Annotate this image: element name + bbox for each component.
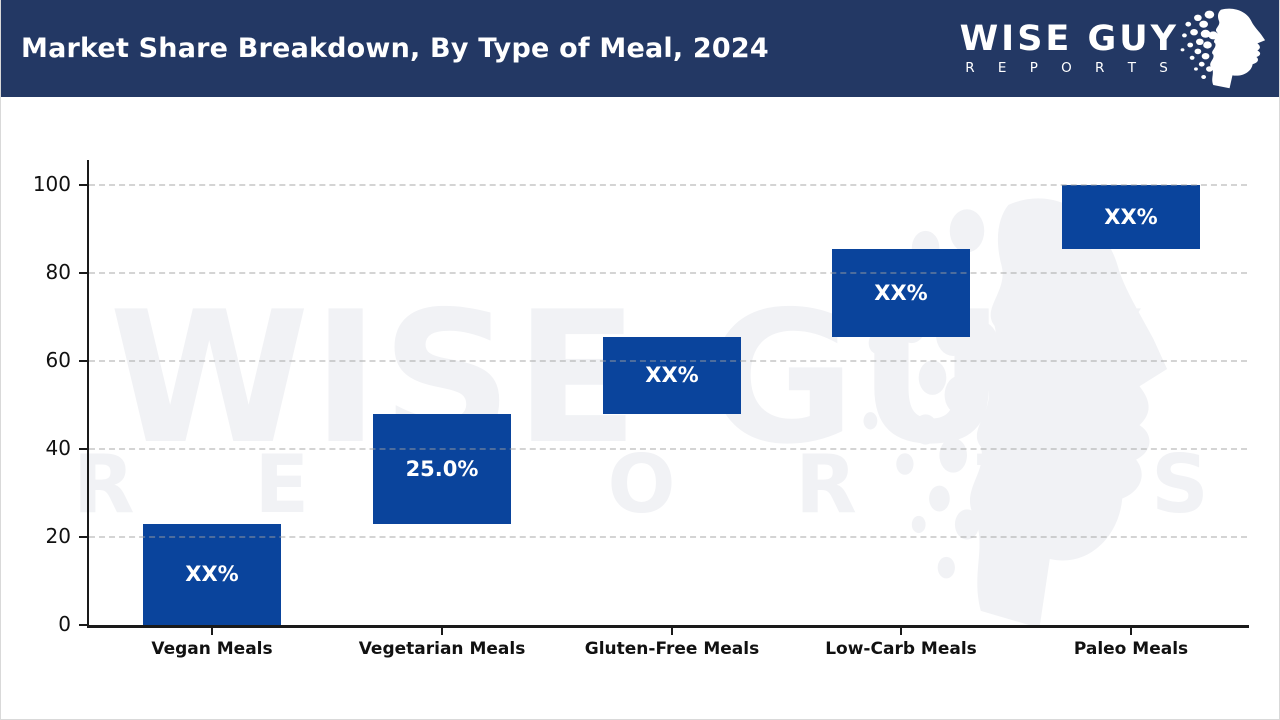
y-tick-mark xyxy=(79,360,87,362)
x-tick-mark xyxy=(211,628,213,635)
bar-segment: XX% xyxy=(832,248,970,337)
y-tick-label: 80 xyxy=(45,260,71,284)
header: Market Share Breakdown, By Type of Meal,… xyxy=(1,0,1279,97)
bar-value-label: XX% xyxy=(645,363,699,388)
y-tick-mark xyxy=(79,272,87,274)
x-category-label: Vegetarian Meals xyxy=(358,639,526,659)
bar-value-label: XX% xyxy=(874,280,928,305)
brand-subtitle: R E P O R T S xyxy=(965,59,1178,76)
brand-logo-text: WISE GUY R E P O R T S xyxy=(959,18,1179,76)
x-axis-spine xyxy=(87,625,1249,628)
y-tick-label: 20 xyxy=(45,524,71,548)
bar-value-label: XX% xyxy=(1104,204,1158,229)
y-axis-spine xyxy=(87,160,89,627)
x-category-label: Low-Carb Meals xyxy=(825,639,977,659)
bar-segment: XX% xyxy=(1062,185,1200,249)
bar-segment: 25.0% xyxy=(373,413,511,524)
y-tick-label: 0 xyxy=(58,612,71,636)
brand-name: WISE GUY xyxy=(959,18,1179,59)
gridline xyxy=(89,184,1247,186)
x-category-label: Gluten-Free Meals xyxy=(584,639,760,659)
gridline xyxy=(89,536,1247,538)
x-tick-mark xyxy=(900,628,902,635)
plot-area: 0 20 40 60 80 100 XX% 25.0% XX% XX% XX% Vegan Meals… xyxy=(1,97,1279,719)
gridline xyxy=(89,360,1247,362)
y-tick-mark xyxy=(79,536,87,538)
bar-segment: XX% xyxy=(603,336,741,414)
y-tick-label: 40 xyxy=(45,436,71,460)
y-tick-mark xyxy=(79,448,87,450)
brand-logo: WISE GUY R E P O R T S xyxy=(960,5,1267,93)
x-tick-mark xyxy=(1130,628,1132,635)
y-tick-label: 100 xyxy=(32,172,71,196)
chart-area: WISE GUY R E P O R T S 0 20 40 60 80 100 XX% 25… xyxy=(1,97,1279,719)
x-category-label: Vegan Meals xyxy=(151,639,273,659)
y-tick-label: 60 xyxy=(45,348,71,372)
chart-title: Market Share Breakdown, By Type of Meal,… xyxy=(21,33,769,64)
bar-value-label: 25.0% xyxy=(405,456,479,481)
x-tick-mark xyxy=(671,628,673,635)
y-tick-mark xyxy=(79,624,87,626)
gridline xyxy=(89,448,1247,450)
brand-head-icon xyxy=(1180,8,1266,88)
bar-segment: XX% xyxy=(143,523,281,625)
bar-value-label: XX% xyxy=(185,562,239,587)
gridline xyxy=(89,272,1247,274)
x-tick-mark xyxy=(441,628,443,635)
y-tick-mark xyxy=(79,184,87,186)
x-category-label: Paleo Meals xyxy=(1073,639,1189,659)
